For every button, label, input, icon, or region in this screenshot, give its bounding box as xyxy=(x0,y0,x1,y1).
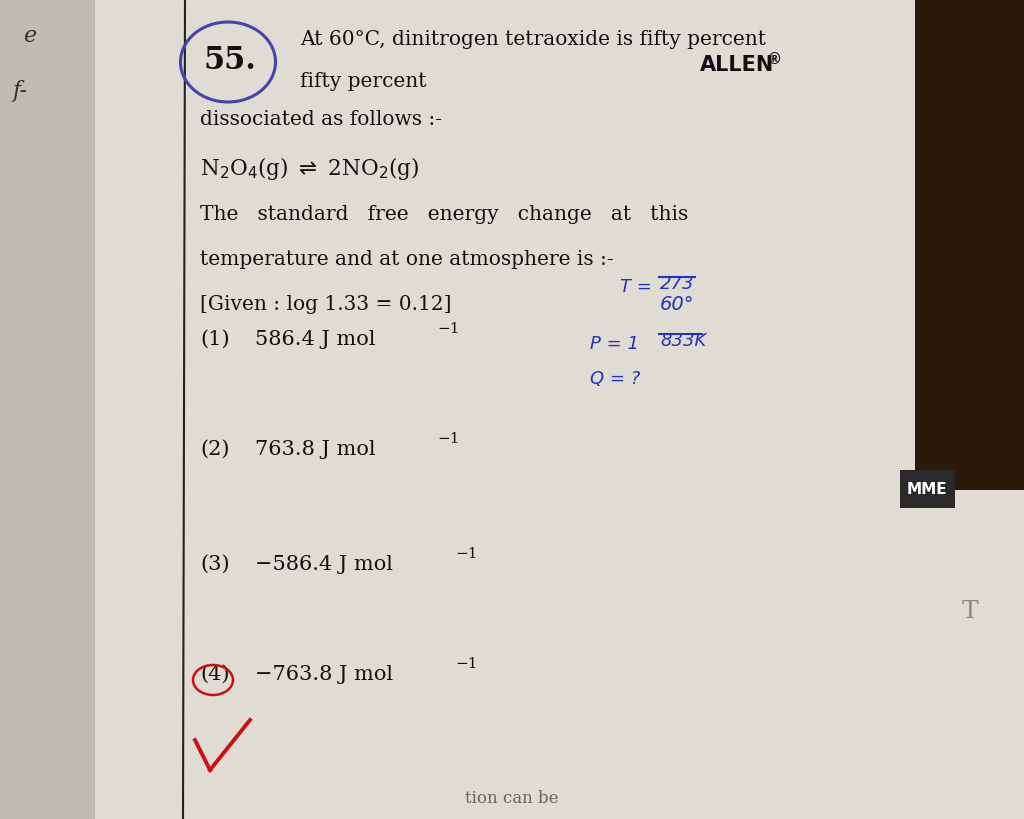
Text: f-: f- xyxy=(12,80,28,102)
Text: (3): (3) xyxy=(200,555,229,574)
Bar xyxy=(900,470,955,508)
Text: T: T xyxy=(962,600,978,623)
Text: (1): (1) xyxy=(200,330,229,349)
Text: e: e xyxy=(24,25,37,47)
Text: ®: ® xyxy=(767,52,782,67)
Text: −1: −1 xyxy=(455,547,477,561)
Text: 763.8 J mol: 763.8 J mol xyxy=(255,440,376,459)
Text: Q = ?: Q = ? xyxy=(590,370,640,388)
Text: fifty percent: fifty percent xyxy=(300,72,427,91)
Text: [Given : log 1.33 = 0.12]: [Given : log 1.33 = 0.12] xyxy=(200,295,452,314)
Text: 60°: 60° xyxy=(660,295,694,314)
Text: 273: 273 xyxy=(660,275,694,293)
Text: −1: −1 xyxy=(455,657,477,671)
Bar xyxy=(95,0,915,819)
Text: ALLEN: ALLEN xyxy=(700,55,774,75)
Text: tion can be: tion can be xyxy=(465,790,559,807)
Text: −586.4 J mol: −586.4 J mol xyxy=(255,555,393,574)
Text: 586.4 J mol: 586.4 J mol xyxy=(255,330,376,349)
Text: T =: T = xyxy=(620,278,652,296)
Text: 833K: 833K xyxy=(660,332,707,350)
Bar xyxy=(900,0,1024,490)
Text: −1: −1 xyxy=(437,432,460,446)
Text: (2): (2) xyxy=(200,440,229,459)
Text: temperature and at one atmosphere is :-: temperature and at one atmosphere is :- xyxy=(200,250,613,269)
Text: −1: −1 xyxy=(437,322,460,336)
Text: N$_2$O$_4$(g) $\rightleftharpoons$ 2NO$_2$(g): N$_2$O$_4$(g) $\rightleftharpoons$ 2NO$_… xyxy=(200,155,419,182)
Text: 55.: 55. xyxy=(204,45,256,76)
Bar xyxy=(0,0,95,819)
Text: At 60°C, dinitrogen tetraoxide is fifty percent: At 60°C, dinitrogen tetraoxide is fifty … xyxy=(300,30,766,49)
Text: (4): (4) xyxy=(200,665,229,684)
Text: The   standard   free   energy   change   at   this: The standard free energy change at this xyxy=(200,205,688,224)
Text: dissociated as follows :-: dissociated as follows :- xyxy=(200,110,442,129)
Text: −763.8 J mol: −763.8 J mol xyxy=(255,665,393,684)
Text: MME: MME xyxy=(906,482,947,496)
Text: P = 1: P = 1 xyxy=(590,335,639,353)
